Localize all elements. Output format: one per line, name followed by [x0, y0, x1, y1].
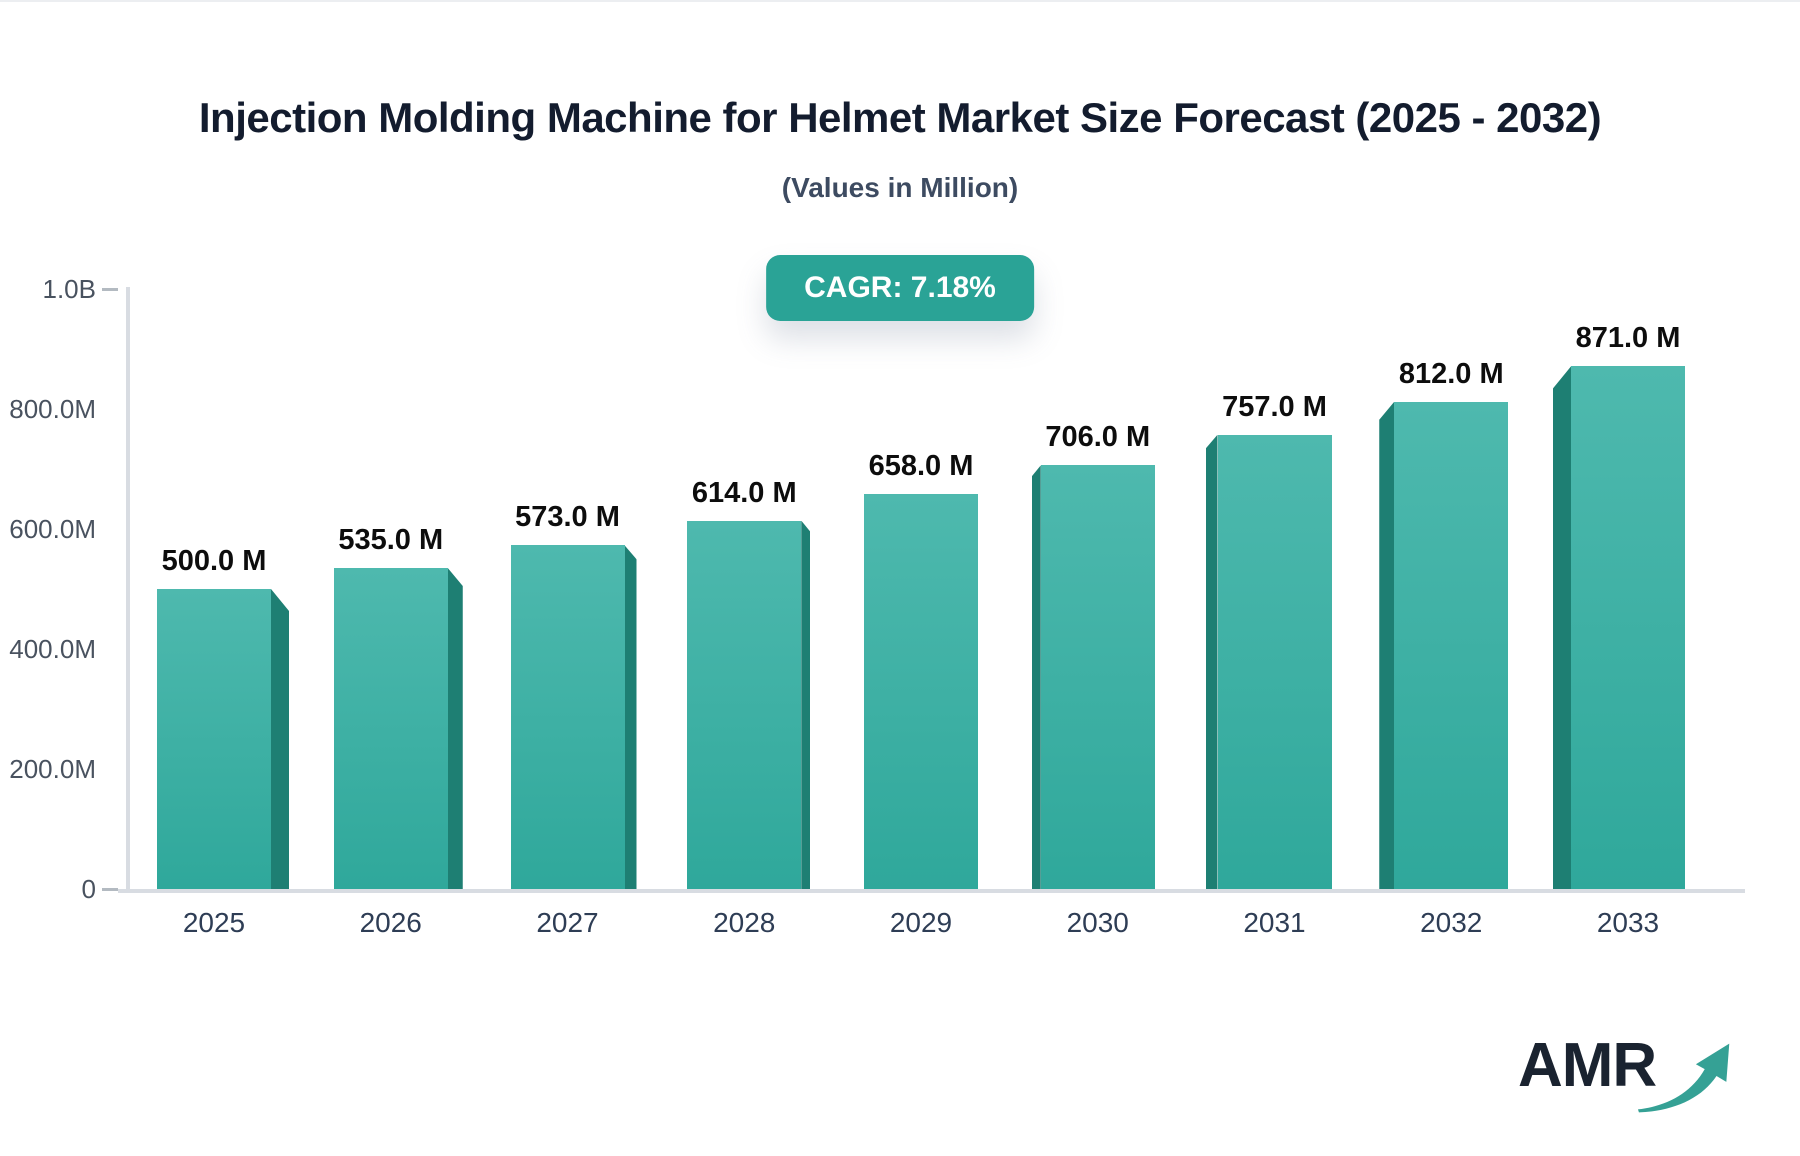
- bar-2032: [1394, 401, 1509, 889]
- bar-value-label: 812.0 M: [1398, 357, 1504, 390]
- y-axis-label: 400.0M: [9, 634, 96, 664]
- x-axis-label: 2033: [1596, 907, 1660, 938]
- x-axis-label: 2031: [1243, 907, 1306, 938]
- bar-2028: [687, 520, 802, 889]
- bar-side-face: [1205, 434, 1218, 889]
- cagr-badge: CAGR: 7.18%: [766, 255, 1034, 321]
- y-axis-label: 1.0B: [42, 274, 97, 304]
- bar-value-label: 757.0 M: [1222, 390, 1327, 423]
- x-axis-label: 2029: [889, 907, 953, 938]
- x-axis-label: 2025: [182, 907, 246, 938]
- y-axis-label: 0: [81, 874, 96, 904]
- x-axis-label: 2026: [359, 907, 422, 938]
- bar-2031: [1217, 434, 1332, 889]
- x-axis-label: 2028: [713, 907, 776, 938]
- bar-side-face: [1553, 366, 1571, 889]
- amr-logo-text: AMR: [1518, 1031, 1657, 1100]
- bar-2025: [157, 589, 271, 889]
- amr-logo: AMR: [1518, 1030, 1730, 1120]
- bar-side-face: [447, 568, 463, 889]
- bar-2030: [1040, 465, 1155, 889]
- page-title: Injection Molding Machine for Helmet Mar…: [198, 94, 1602, 141]
- bar-side-face: [1379, 401, 1395, 889]
- bar-side-face: [1031, 465, 1041, 889]
- y-axis-label: 800.0M: [9, 394, 96, 424]
- y-axis-tick: [102, 287, 118, 291]
- x-axis-label: 2030: [1066, 907, 1129, 938]
- bar-value-label: 614.0 M: [691, 476, 797, 509]
- bar-value-label: 706.0 M: [1045, 421, 1151, 454]
- bar-side-face: [271, 589, 289, 889]
- bar-value-label: 573.0 M: [515, 501, 620, 534]
- bar-value-label: 500.0 M: [161, 545, 267, 577]
- x-axis-label: 2032: [1420, 907, 1483, 938]
- bar-side-face: [801, 520, 811, 889]
- bar-side-face: [624, 545, 637, 889]
- page-subtitle: (Values in Million): [781, 172, 1019, 203]
- bar-2027: [510, 545, 625, 889]
- bar-value-label: 535.0 M: [338, 524, 444, 556]
- bar-2026: [333, 568, 448, 889]
- x-axis-label: 2027: [536, 907, 599, 938]
- y-axis-label: 600.0M: [9, 514, 96, 544]
- y-axis-label: 200.0M: [9, 754, 96, 784]
- growth-arrow-icon: [1637, 1043, 1730, 1113]
- bar-value-label: 658.0 M: [868, 450, 974, 483]
- y-axis-line: [126, 287, 130, 893]
- y-axis-tick: [102, 887, 118, 891]
- x-axis-line: [118, 889, 1745, 893]
- bar-2029: [864, 494, 978, 889]
- bar-2033: [1571, 366, 1685, 889]
- bar-value-label: 871.0 M: [1575, 322, 1681, 355]
